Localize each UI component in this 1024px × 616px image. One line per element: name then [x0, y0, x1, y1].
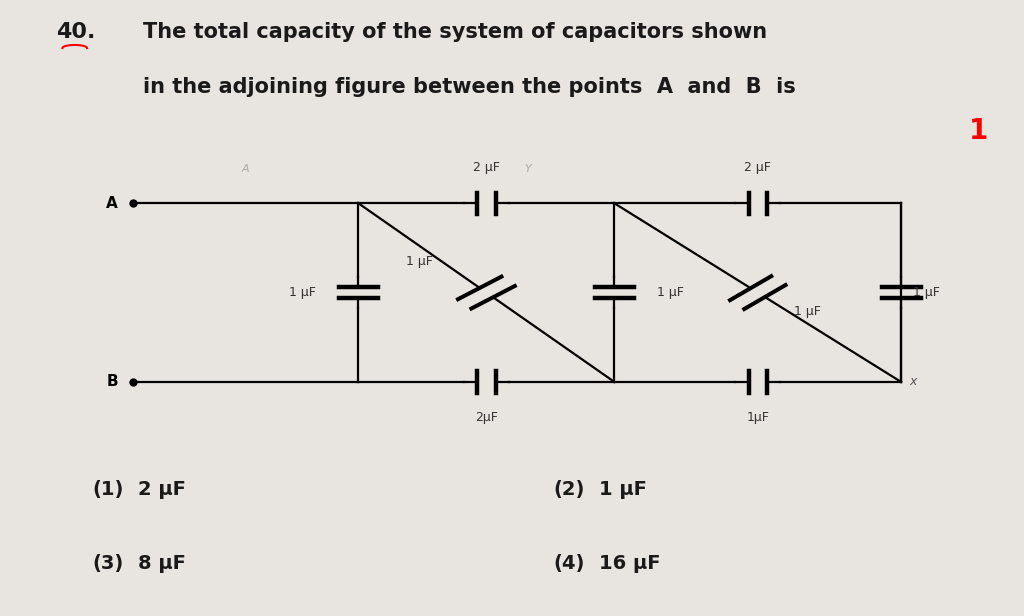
Text: The total capacity of the system of capacitors shown: The total capacity of the system of capa… [143, 22, 767, 41]
Text: Y: Y [524, 164, 530, 174]
Text: (1): (1) [92, 480, 124, 500]
Text: 2 μF: 2 μF [744, 161, 771, 174]
Text: in the adjoining figure between the points  A  and  B  is: in the adjoining figure between the poin… [143, 77, 796, 97]
Text: A: A [242, 164, 250, 174]
Text: 1 μF: 1 μF [913, 286, 940, 299]
Text: 40.: 40. [56, 22, 95, 41]
Text: 1: 1 [969, 117, 988, 145]
Text: 8 μF: 8 μF [138, 554, 186, 573]
Text: 1μF: 1μF [746, 411, 769, 424]
Text: (2): (2) [553, 480, 585, 500]
Text: 1 μF: 1 μF [599, 480, 647, 500]
Text: A: A [106, 196, 118, 211]
Text: B: B [106, 375, 118, 389]
Text: 2 μF: 2 μF [138, 480, 186, 500]
Text: (4): (4) [553, 554, 585, 573]
Text: x: x [909, 375, 916, 389]
Text: 1 μF: 1 μF [794, 304, 820, 318]
Text: 2 μF: 2 μF [473, 161, 500, 174]
Text: 1 μF: 1 μF [289, 286, 315, 299]
Text: (3): (3) [92, 554, 124, 573]
Text: 2μF: 2μF [475, 411, 498, 424]
Text: 1 μF: 1 μF [407, 255, 433, 269]
Text: 1 μF: 1 μF [657, 286, 684, 299]
Text: 16 μF: 16 μF [599, 554, 660, 573]
